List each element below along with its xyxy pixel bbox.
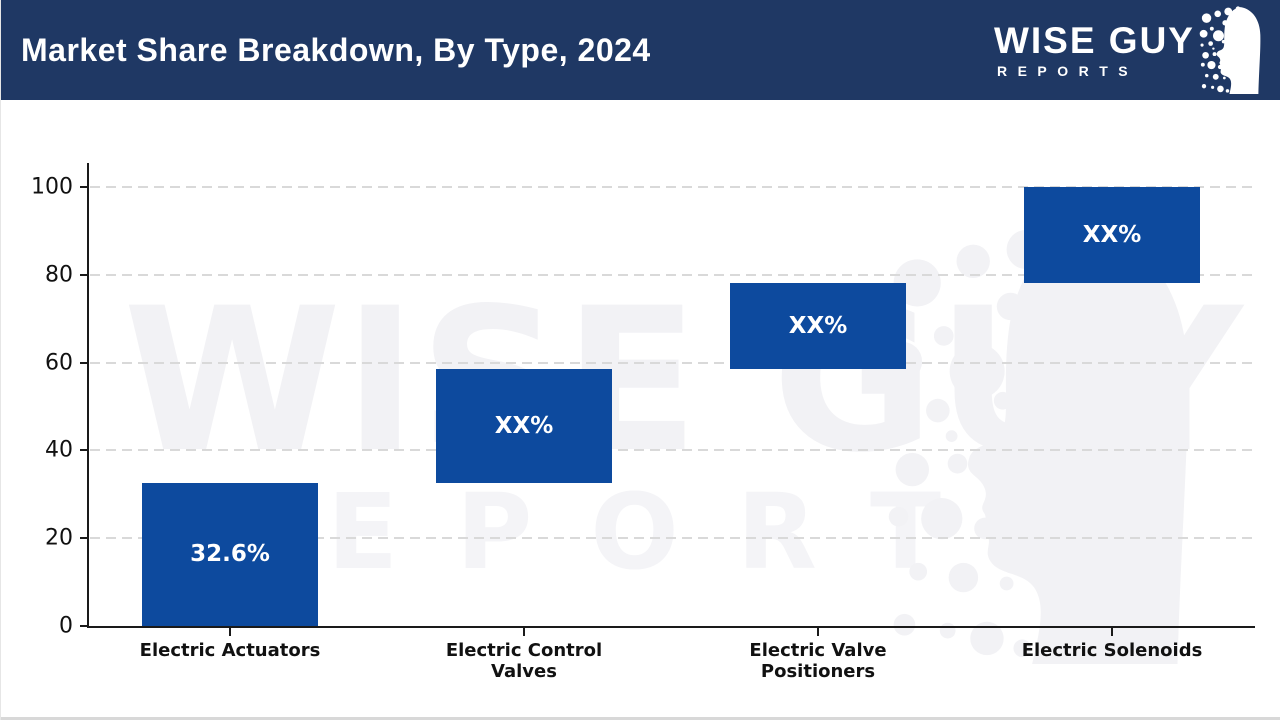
category-label: Electric Valve Positioners — [749, 640, 887, 682]
logo-wordmark: WISE GUY — [993, 20, 1195, 61]
x-axis-tick — [817, 628, 819, 636]
y-axis-line — [87, 163, 89, 628]
bar-value-label: XX% — [1082, 222, 1142, 249]
y-axis-tick — [80, 449, 88, 452]
logo-head-icon — [1199, 6, 1261, 94]
y-axis-tick — [80, 273, 88, 276]
category-label: Electric Solenoids — [1021, 640, 1203, 661]
y-axis-tick — [80, 625, 88, 627]
bar-value-label: XX% — [788, 313, 848, 340]
brand-logo-text: WISE GUY REPORTS — [994, 22, 1195, 78]
header-bar: Market Share Breakdown, By Type, 2024 WI… — [1, 0, 1280, 100]
category-label: Electric Control Valves — [445, 640, 603, 682]
bar-segment: XX% — [436, 369, 612, 483]
gridline — [90, 273, 1255, 276]
x-axis-tick — [523, 628, 525, 636]
x-axis-line — [87, 626, 1255, 628]
y-axis-tick-label: 0 — [59, 613, 73, 639]
category-label: Electric Actuators — [139, 640, 321, 661]
bar-segment: XX% — [730, 283, 906, 370]
y-axis-tick-label: 40 — [45, 437, 73, 463]
y-axis-tick-label: 80 — [45, 262, 73, 288]
plot-area: 0 20 40 60 80 100 32.6% Electric Actuators XX% El… — [1, 100, 1280, 717]
y-axis-tick-label: 20 — [45, 525, 73, 551]
gridline — [90, 186, 1255, 188]
brand-logo: WISE GUY REPORTS — [994, 6, 1263, 94]
logo-subtext: REPORTS — [996, 63, 1139, 79]
gridline — [90, 537, 1255, 540]
bar-segment: XX% — [1024, 187, 1200, 284]
bar-value-label: XX% — [494, 413, 554, 440]
y-axis-tick-label: 60 — [45, 350, 73, 376]
page-title: Market Share Breakdown, By Type, 2024 — [21, 31, 651, 68]
y-axis-tick — [80, 361, 88, 364]
bottom-border — [1, 717, 1280, 720]
y-axis-tick — [80, 186, 88, 188]
bar-segment: 32.6% — [142, 482, 318, 626]
gridline — [90, 361, 1255, 364]
gridline — [90, 449, 1255, 452]
bar-value-label: 32.6% — [190, 541, 270, 568]
y-axis-tick — [80, 537, 88, 540]
y-axis-tick-label: 100 — [31, 174, 73, 200]
x-axis-tick — [229, 628, 231, 636]
x-axis-tick — [1111, 628, 1113, 636]
